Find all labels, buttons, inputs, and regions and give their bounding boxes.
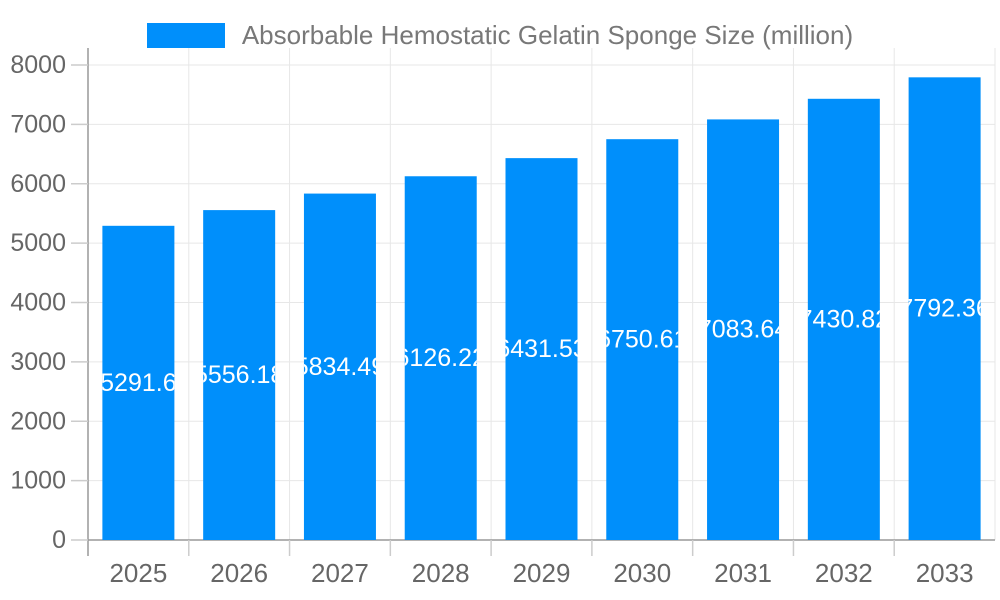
bar-2031[interactable] <box>707 119 780 540</box>
bar-value-label: 7430.82 <box>799 305 889 333</box>
bar-2028[interactable] <box>404 176 477 541</box>
bar-2027[interactable] <box>303 193 376 541</box>
y-axis-tick-label: 8000 <box>10 51 66 79</box>
bar-2026[interactable] <box>203 210 276 540</box>
y-axis-tick-label: 3000 <box>10 348 66 376</box>
x-axis-tick-label: 2030 <box>613 558 671 588</box>
y-axis-tick-label: 7000 <box>10 110 66 138</box>
x-axis-tick-label: 2027 <box>311 558 369 588</box>
x-axis-tick-label: 2025 <box>109 558 167 588</box>
bar-2025[interactable] <box>102 225 175 540</box>
bar-2029[interactable] <box>505 158 578 540</box>
bar-value-label: 6431.53 <box>496 335 586 363</box>
bar-value-label: 5556.18 <box>194 361 284 389</box>
bar-value-label: 7083.64 <box>698 316 788 344</box>
y-axis-tick-label: 0 <box>52 526 66 554</box>
legend-item[interactable]: Absorbable Hemostatic Gelatin Sponge Siz… <box>0 20 1000 51</box>
x-axis-tick-label: 2029 <box>513 558 571 588</box>
y-axis-tick-label: 5000 <box>10 229 66 257</box>
y-axis-tick-label: 1000 <box>10 467 66 495</box>
y-axis-tick-label: 4000 <box>10 289 66 317</box>
x-axis-tick-label: 2032 <box>815 558 873 588</box>
legend-swatch <box>146 23 225 48</box>
bar-value-label: 7792.36 <box>899 295 989 323</box>
bar-2033[interactable] <box>908 77 981 541</box>
y-axis-tick-label: 6000 <box>10 170 66 198</box>
x-axis-tick-label: 2028 <box>412 558 470 588</box>
x-axis-tick-label: 2033 <box>916 558 974 588</box>
bar-2030[interactable] <box>606 139 679 540</box>
x-axis-tick-label: 2026 <box>210 558 268 588</box>
x-axis-tick-label: 2031 <box>714 558 772 588</box>
bar-value-label: 6750.61 <box>597 326 687 354</box>
bar-value-label: 5834.49 <box>295 353 385 381</box>
legend-label: Absorbable Hemostatic Gelatin Sponge Siz… <box>241 20 854 50</box>
bar-2032[interactable] <box>807 98 880 541</box>
y-axis-tick-label: 2000 <box>10 407 66 435</box>
bar-value-label: 5291.6 <box>100 369 176 397</box>
bar-value-label: 6126.22 <box>396 344 486 372</box>
